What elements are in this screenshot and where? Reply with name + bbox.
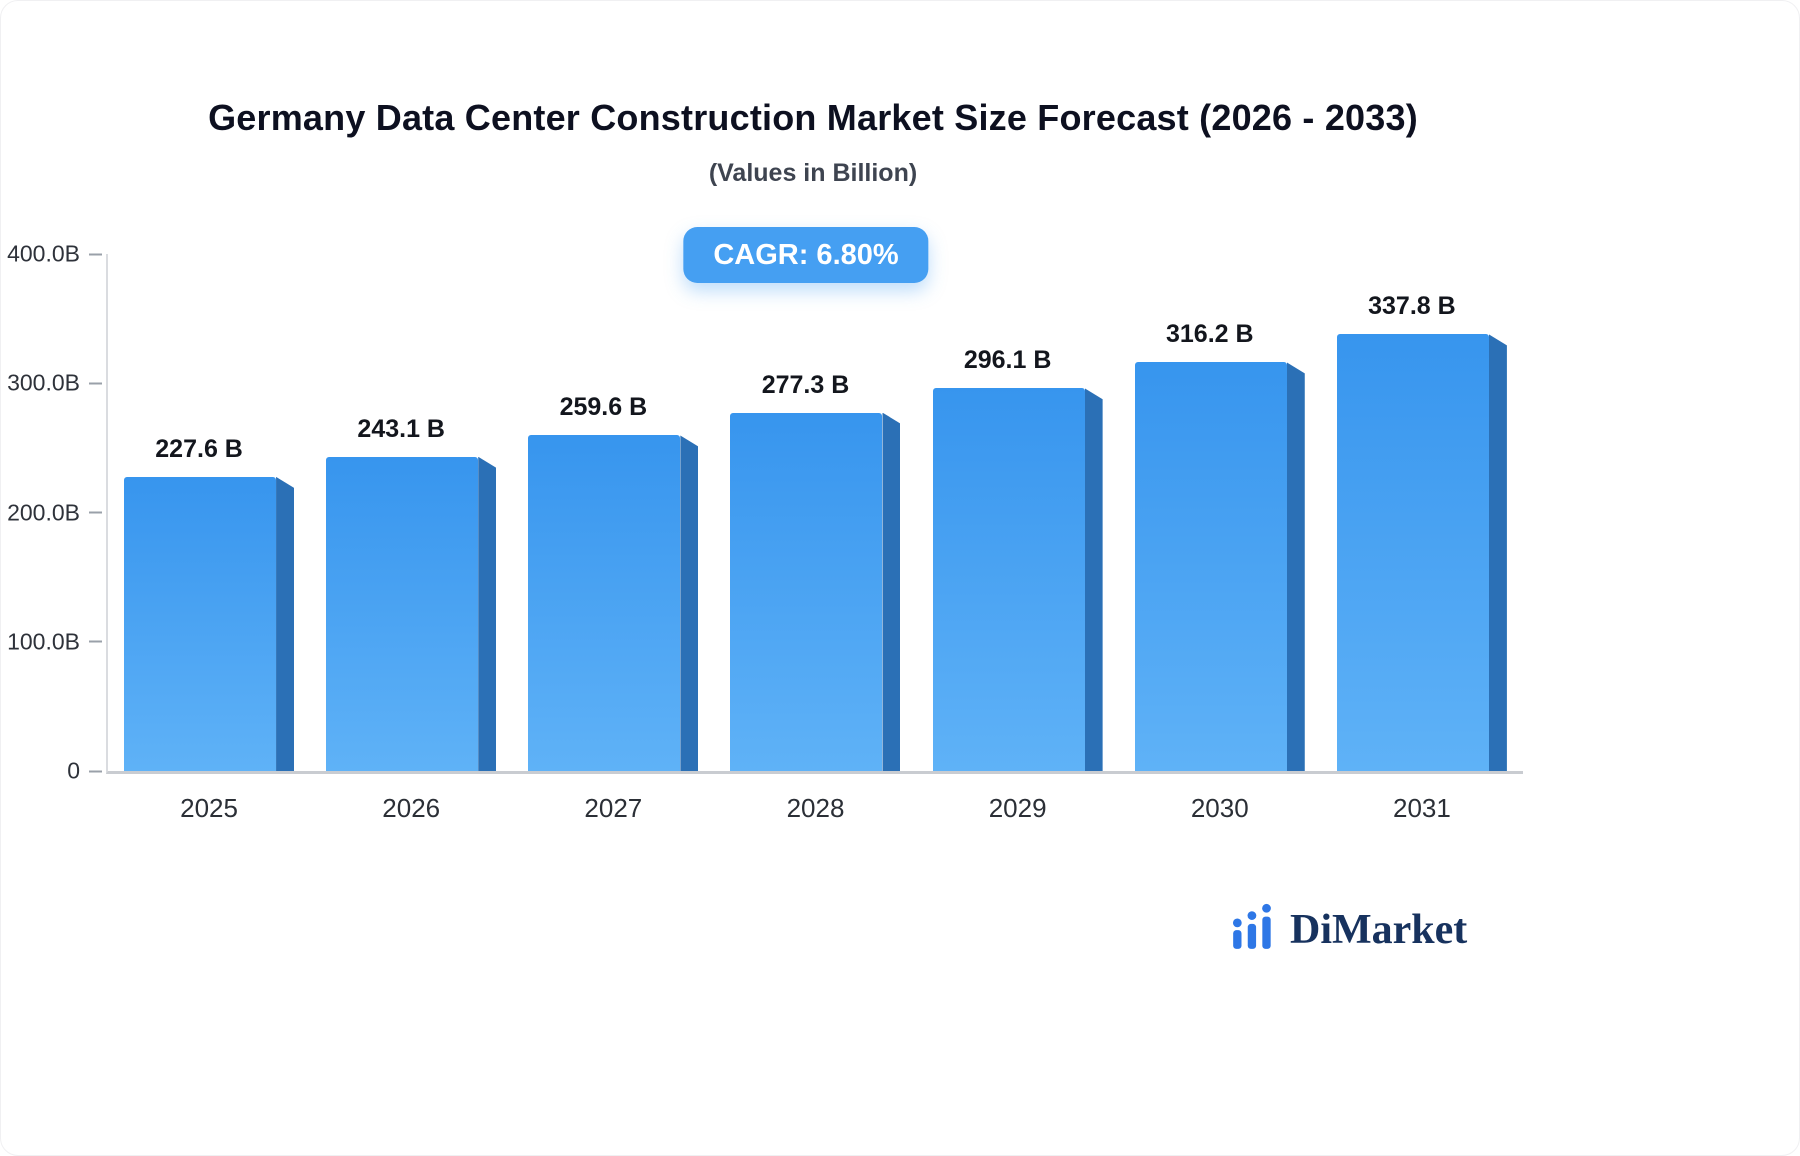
x-axis-label: 2031	[1392, 793, 1451, 823]
bar-face	[1336, 334, 1489, 771]
plot-area: 400.0B 300.0B 200.0B 100.0B 0 227.6 B 2025 243…	[7, 241, 1523, 823]
bar-2031[interactable]: 337.8 B	[1336, 292, 1507, 771]
brand-name: DiMarket	[1290, 907, 1468, 953]
y-tick-label: 400.0B	[7, 240, 80, 267]
bar-3d-side	[1488, 334, 1507, 771]
y-tick: 0	[67, 758, 102, 785]
bar-slot: 227.6 B 2025	[108, 254, 310, 823]
x-axis-label: 2030	[1190, 793, 1249, 823]
y-tick-dash	[89, 253, 102, 255]
chart-title: Germany Data Center Construction Market …	[208, 97, 1418, 138]
x-axis-label: 2026	[382, 793, 441, 823]
y-tick: 400.0B	[7, 241, 102, 268]
bar-face	[730, 412, 883, 771]
bar-3d-side	[1084, 388, 1103, 771]
bar-2025[interactable]: 227.6 B	[124, 435, 295, 771]
bar-face	[932, 388, 1085, 771]
brand-logo: DiMarket	[1229, 901, 1467, 951]
cagr-badge: CAGR: 6.80%	[683, 227, 929, 283]
x-axis-label: 2025	[180, 793, 238, 823]
y-tick: 100.0B	[7, 628, 102, 655]
bar-slot: 296.1 B 2029	[917, 254, 1119, 823]
y-tick-dash	[89, 382, 102, 385]
bar-value-label: 277.3 B	[761, 370, 850, 399]
bar-3d-side	[1286, 362, 1305, 771]
bar-2030[interactable]: 316.2 B	[1134, 320, 1305, 771]
bar-face	[528, 435, 681, 771]
x-axis-label: 2027	[584, 793, 643, 823]
bars-layer: 227.6 B 2025 243.1 B 2026 259.6 B 2027 277.3 B…	[108, 254, 1523, 823]
bar-value-label: 227.6 B	[155, 434, 243, 463]
chart-header: Germany Data Center Construction Market …	[1, 97, 1625, 188]
bar-value-label: 316.2 B	[1165, 320, 1254, 349]
bar-2029[interactable]: 296.1 B	[932, 346, 1103, 771]
bar-2027[interactable]: 259.6 B	[528, 393, 699, 771]
bar-slot: 277.3 B 2028	[714, 254, 916, 823]
bar-face	[124, 476, 277, 771]
bar-value-label: 337.8 B	[1368, 292, 1456, 321]
bar-value-label: 259.6 B	[559, 393, 648, 422]
y-tick-dash	[89, 770, 102, 772]
bar-slot: 316.2 B 2030	[1119, 254, 1321, 823]
bar-face	[1134, 362, 1287, 771]
y-tick-dash	[89, 640, 102, 643]
y-tick: 300.0B	[7, 370, 102, 397]
bar-2028[interactable]: 277.3 B	[730, 371, 901, 771]
y-tick-label: 0	[67, 757, 80, 784]
bar-3d-side	[276, 476, 295, 771]
y-tick-label: 300.0B	[7, 369, 80, 396]
y-tick-label: 200.0B	[7, 499, 80, 525]
bar-3d-side	[680, 435, 699, 771]
y-tick: 200.0B	[7, 499, 102, 526]
x-axis-label: 2028	[786, 793, 845, 823]
y-tick-dash	[89, 511, 102, 514]
x-axis-label: 2029	[988, 793, 1047, 823]
bar-3d-side	[882, 412, 901, 771]
y-axis: 400.0B 300.0B 200.0B 100.0B 0	[1, 241, 108, 784]
bar-value-label: 243.1 B	[357, 414, 445, 443]
bar-slot: 243.1 B 2026	[310, 254, 512, 823]
bar-face	[326, 456, 479, 771]
y-tick-label: 100.0B	[7, 628, 80, 655]
bar-3d-side	[478, 456, 497, 771]
bar-slot: 337.8 B 2031	[1321, 254, 1523, 823]
bar-slot: 259.6 B 2027	[512, 254, 714, 823]
bar-2026[interactable]: 243.1 B	[326, 415, 497, 771]
cagr-label: CAGR: 6.80%	[713, 238, 899, 271]
chart-subtitle: (Values in Billion)	[708, 159, 918, 187]
bar-value-label: 296.1 B	[963, 346, 1052, 375]
bar-chart-icon	[1232, 903, 1271, 949]
